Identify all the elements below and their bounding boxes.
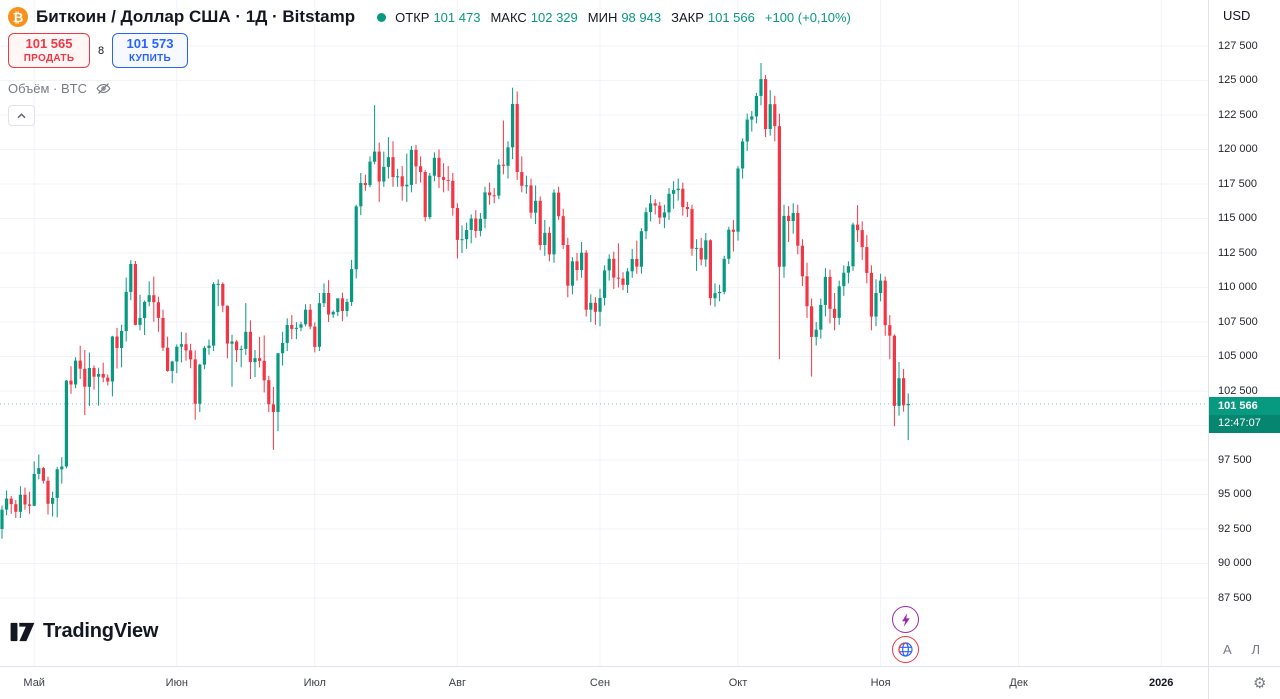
tradingview-logo-icon — [9, 621, 36, 643]
bitcoin-icon: ₿ — [8, 7, 28, 27]
gear-icon[interactable]: ⚙ — [1253, 674, 1267, 692]
spread-value: 8 — [90, 33, 112, 68]
ohlc-open: ОТКР 101 473 — [395, 9, 481, 25]
time-axis[interactable]: Май Июн Июл Авг Сен Окт Ноя Дек 2026 — [0, 666, 1208, 699]
time-axis-label: Июл — [303, 677, 326, 689]
market-status-dot — [377, 12, 387, 22]
time-axis-label: Дек — [1009, 677, 1028, 689]
chart-canvas[interactable]: ₿ Биткоин / Доллар США · 1Д · Bitstamp О… — [0, 0, 1208, 666]
volume-label[interactable]: Объём · BTC — [8, 81, 87, 96]
time-axis-label: 2026 — [1148, 677, 1174, 689]
price-axis-label: 97 500 — [1218, 453, 1252, 466]
chevron-up-icon — [17, 112, 26, 119]
tradingview-logo-text: TradingView — [43, 620, 159, 642]
price-axis-label: 92 500 — [1218, 522, 1252, 535]
price-axis-label: 120 000 — [1218, 143, 1258, 155]
ohlc-close: ЗАКР 101 566 — [671, 9, 755, 25]
volume-legend: Объём · BTC — [8, 80, 112, 97]
price-change: +100 (+0,10%) — [764, 9, 851, 25]
chart-legend: ₿ Биткоин / Доллар США · 1Д · Bitstamp О… — [8, 6, 851, 28]
price-axis-label: 125 000 — [1218, 74, 1258, 86]
sell-button[interactable]: 101 565 ПРОДАТЬ — [8, 33, 90, 68]
eye-off-icon[interactable] — [95, 80, 112, 97]
trade-panel: 101 565 ПРОДАТЬ 8 101 573 КУПИТЬ — [8, 33, 188, 68]
currency-selector[interactable]: USD — [1223, 8, 1251, 23]
price-axis-label: 90 000 — [1218, 557, 1252, 569]
auto-scale-button[interactable]: А — [1223, 642, 1232, 657]
lightning-icon — [897, 611, 915, 629]
price-axis-label: 115 000 — [1218, 212, 1257, 224]
time-axis-label: Ноя — [870, 677, 891, 689]
last-price-tag: 101 566 12:47:07 — [1209, 396, 1280, 433]
globe-icon — [896, 640, 915, 659]
buy-price: 101 573 — [126, 35, 174, 51]
price-axis[interactable]: USD 101 566 12:47:07 А Л 127 500 125 000 1… — [1208, 0, 1280, 666]
price-axis-label: 110 000 — [1218, 281, 1257, 293]
countdown-timer: 12:47:07 — [1209, 414, 1280, 433]
globe-button[interactable] — [892, 636, 919, 663]
last-price-value: 101 566 — [1218, 399, 1258, 412]
time-axis-label: Авг — [448, 677, 466, 689]
price-axis-label: 95 000 — [1218, 488, 1252, 500]
buy-button[interactable]: 101 573 КУПИТЬ — [112, 33, 188, 68]
time-axis-label: Сен — [589, 677, 611, 689]
price-axis-label: 127 500 — [1218, 39, 1258, 52]
ohlc-low: МИН 98 943 — [587, 9, 662, 25]
sell-label: ПРОДАТЬ — [23, 53, 75, 65]
axis-scale-buttons: А Л — [1209, 642, 1280, 657]
lightning-button[interactable] — [892, 606, 919, 633]
price-axis-label: 122 500 — [1218, 108, 1258, 121]
symbol-title[interactable]: Биткоин / Доллар США · 1Д · Bitstamp — [36, 7, 356, 26]
ohlc-high: МАКС 102 329 — [490, 9, 578, 25]
floating-icons — [892, 606, 919, 663]
price-axis-label: 112 500 — [1218, 246, 1257, 259]
candlestick-chart[interactable] — [0, 0, 1208, 666]
tradingview-logo[interactable]: TradingView — [9, 620, 158, 643]
time-axis-label: Май — [23, 677, 45, 689]
sell-price: 101 565 — [25, 35, 73, 51]
price-axis-label: 107 500 — [1218, 315, 1258, 328]
price-axis-label: 87 500 — [1218, 591, 1252, 604]
buy-label: КУПИТЬ — [128, 53, 172, 65]
price-axis-label: 117 500 — [1218, 177, 1257, 190]
time-axis-label: Окт — [728, 677, 748, 689]
price-axis-label: 102 500 — [1218, 384, 1258, 397]
axis-settings-corner: ⚙ — [1208, 666, 1280, 699]
log-scale-button[interactable]: Л — [1251, 642, 1260, 657]
price-axis-label: 105 000 — [1218, 350, 1258, 362]
collapse-legend-button[interactable] — [8, 105, 35, 126]
time-axis-label: Июн — [165, 677, 188, 689]
